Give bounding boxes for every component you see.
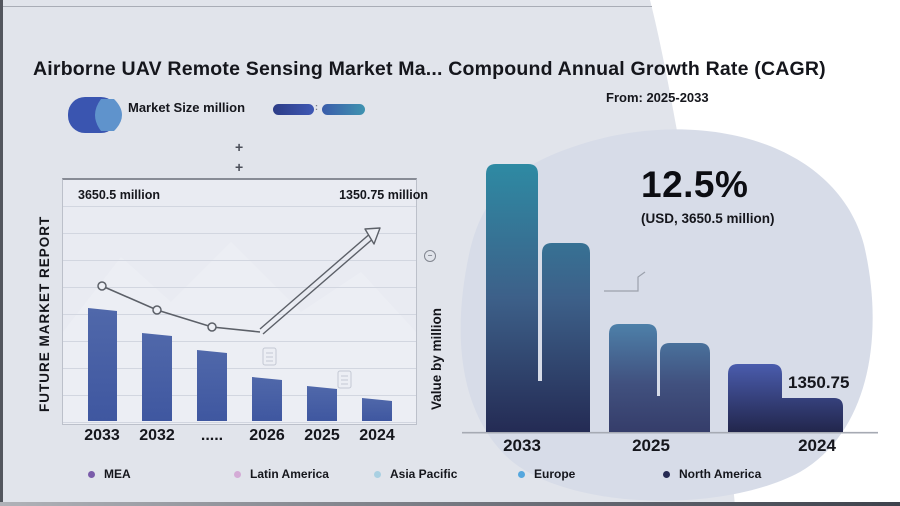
legend-label: Asia Pacific — [390, 467, 458, 481]
legend-item-latin-america: Latin America — [234, 467, 329, 481]
minus-circle-icon: − — [424, 250, 436, 262]
frame-bottom-strip — [0, 501, 900, 506]
gradient-pill-dark — [273, 104, 314, 115]
legend-dot — [234, 470, 241, 478]
legend-label: MEA — [104, 467, 131, 481]
left-bar-gap-years — [197, 350, 227, 421]
plus-icon: + — [235, 159, 244, 175]
left-x-label: 2033 — [84, 427, 120, 444]
left-bar-2026 — [252, 377, 282, 421]
right-x-label: 2025 — [632, 436, 670, 455]
legend-item-north-america: North America — [663, 467, 761, 481]
legend-dot — [663, 470, 670, 478]
legend-dot — [88, 470, 95, 478]
legend-item-mea: MEA — [88, 467, 131, 481]
left-x-label: ..... — [200, 427, 224, 444]
cylinder-icon — [68, 97, 122, 133]
left-x-label: 2026 — [249, 427, 285, 444]
pill-separator: : — [315, 102, 318, 112]
page-title: Airborne UAV Remote Sensing Market Ma...… — [33, 58, 826, 80]
legend-item-europe: Europe — [518, 467, 575, 481]
right-x-label: 2033 — [503, 436, 541, 455]
market-size-legend-label: Market Size million — [128, 100, 246, 115]
right-end-value-label: 1350.75 — [788, 373, 850, 392]
legend-label: North America — [679, 467, 762, 481]
left-bar-2032 — [142, 333, 172, 421]
cagr-detail: (USD, 3650.5 million) — [641, 211, 775, 226]
legend-item-asia-pacific: Asia Pacific — [374, 467, 457, 481]
cagr-value: 12.5% — [641, 164, 749, 205]
left-x-label: 2024 — [359, 427, 395, 444]
plus-icon: + — [235, 139, 244, 155]
date-range-label: From: 2025-2033 — [606, 90, 709, 105]
gradient-pill-teal — [322, 104, 365, 115]
legend-dot — [518, 470, 525, 478]
legend-label: Latin America — [250, 467, 329, 481]
right-x-label: 2024 — [798, 436, 836, 455]
frame-top-line — [0, 6, 652, 7]
frame-left-edge — [0, 0, 3, 506]
start-value-label: 3650.5 million — [78, 188, 160, 202]
left-bar-2025 — [307, 386, 337, 421]
left-x-label: 2025 — [304, 427, 340, 444]
end-value-label: 1350.75 million — [339, 188, 428, 202]
left-bar-2024 — [362, 398, 392, 421]
legend-dot — [374, 470, 381, 478]
left-x-label: 2032 — [139, 427, 175, 444]
legend-label: Europe — [534, 467, 576, 481]
